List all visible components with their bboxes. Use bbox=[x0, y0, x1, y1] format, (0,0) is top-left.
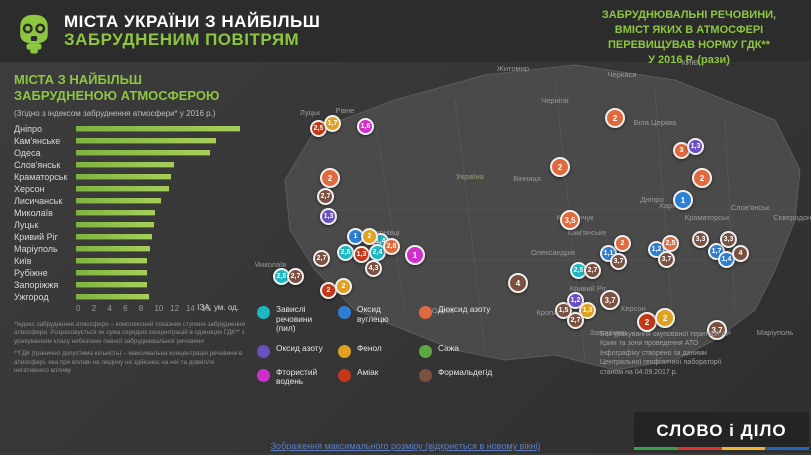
marker-left1[interactable]: 2 bbox=[320, 168, 340, 188]
axis-unit-label: ІЗА, ум. од. bbox=[197, 303, 239, 312]
footnote-2: **ГДК (граничнo допустима кількість) – м… bbox=[14, 350, 245, 376]
suspended-particles-icon bbox=[257, 306, 270, 319]
bar-row-2[interactable]: Одеса bbox=[14, 148, 245, 158]
bar-row-9[interactable]: Кривий Ріг bbox=[14, 232, 245, 242]
city-ranking-panel: МІСТА З НАЙБІЛЬШ ЗАБРУДНЕНОЮ АТМОСФЕРОЮ (… bbox=[0, 62, 255, 453]
marker-cherkasy[interactable]: 3,5 bbox=[560, 210, 580, 230]
marker-dnipro-bottom4[interactable]: 2 bbox=[335, 278, 352, 295]
bar-row-0[interactable]: Дніпро bbox=[14, 124, 245, 134]
infographic-root: МІСТА УКРАЇНИ З НАЙБІЛЬШ ЗАБРУДНЕНИМ ПОВ… bbox=[0, 0, 811, 453]
bar-row-10[interactable]: Маріуполь bbox=[14, 244, 245, 254]
bar-row-6[interactable]: Лисичанськ bbox=[14, 196, 245, 206]
legend-item-2: Діоксид азоту bbox=[419, 305, 514, 334]
axis-ticks-row: 0 2 4 6 8 10 12 14 16 ІЗА, ум. од. bbox=[76, 304, 245, 313]
bar-row-4[interactable]: Краматорськ bbox=[14, 172, 245, 182]
marker-rivne[interactable]: 1,6 bbox=[357, 118, 374, 135]
carbon-monoxide-icon bbox=[338, 306, 351, 319]
header-title-line1: МІСТА УКРАЇНИ З НАЙБІЛЬШ bbox=[64, 13, 320, 31]
ammonia-icon bbox=[338, 369, 351, 382]
panel-heading: МІСТА З НАЙБІЛЬШ ЗАБРУДНЕНОЮ АТМОСФЕРОЮ bbox=[14, 72, 245, 105]
marker-lysychansk[interactable]: 3,7 bbox=[600, 290, 620, 310]
bar-row-13[interactable]: Запоріжжя bbox=[14, 280, 245, 290]
marker-legend: Завислі речовини (пил) Оксид вуглецю Діо… bbox=[257, 305, 547, 455]
bar-row-8[interactable]: Луцьк bbox=[14, 220, 245, 230]
legend-item-4: Фенол bbox=[338, 344, 413, 358]
marker-mariupol2[interactable]: 2 bbox=[655, 308, 675, 328]
header-title-line2: ЗАБРУДНЕНИМ ПОВІТРЯМ bbox=[64, 31, 320, 49]
legend-item-1: Оксид вуглецю bbox=[338, 305, 413, 334]
marker-mykolaiv[interactable]: 4 bbox=[508, 273, 528, 293]
bar-row-11[interactable]: Київ bbox=[14, 256, 245, 266]
bar-row-14[interactable]: Ужгород bbox=[14, 292, 245, 302]
bar-row-12[interactable]: Рубіжне bbox=[14, 268, 245, 278]
panel-subheading: (Згідно з індексом забруднення атмосфери… bbox=[14, 109, 245, 118]
phenol-icon bbox=[338, 345, 351, 358]
nitrogen-dioxide-icon bbox=[419, 306, 432, 319]
legend-item-0: Завислі речовини (пил) bbox=[257, 305, 332, 334]
right-header-text: ЗАБРУДНЮВАЛЬНІ РЕЧОВИНИ, ВМІСТ ЯКИХ В АТМ… bbox=[573, 8, 805, 67]
bar-chart-list: Дніпро Кам'янське Одеса Слов'янськ Крама… bbox=[14, 124, 245, 302]
legend-item-6: Фтористий водень bbox=[257, 368, 332, 387]
marker-mariupol1[interactable]: 2 bbox=[637, 312, 657, 332]
map-disclaimer-text: Без урахування окупованої території АР К… bbox=[600, 330, 800, 377]
nitrogen-oxide-icon bbox=[257, 345, 270, 358]
hydrogen-fluoride-icon bbox=[257, 369, 270, 382]
image-size-caption-link[interactable]: Зображення максимального розміру (відкри… bbox=[0, 441, 811, 451]
formaldehyde-icon bbox=[419, 369, 432, 382]
legend-item-7: Аміак bbox=[338, 368, 413, 387]
marker-chernivtsi[interactable]: 1 bbox=[405, 245, 425, 265]
gas-mask-icon bbox=[14, 8, 54, 54]
soot-icon bbox=[419, 345, 432, 358]
legend-item-8: Формальдегід bbox=[419, 368, 514, 387]
legend-grid: Завислі речовини (пил) Оксид вуглецю Діо… bbox=[257, 305, 547, 387]
bar-row-5[interactable]: Херсон bbox=[14, 184, 245, 194]
marker-dnipro-extra[interactable]: 2,7 bbox=[317, 188, 334, 205]
legend-item-5: Сажа bbox=[419, 344, 514, 358]
bar-row-7[interactable]: Миколаїв bbox=[14, 208, 245, 218]
marker-kyiv2[interactable]: 2 bbox=[692, 168, 712, 188]
legend-item-3: Оксид азоту bbox=[257, 344, 332, 358]
footnote-1: *Індекс забруднення атмосфери – комплекс… bbox=[14, 321, 245, 347]
marker-kharkiv[interactable]: 1 bbox=[673, 190, 693, 210]
marker-left3[interactable]: 2,7 bbox=[313, 250, 330, 267]
marker-zhytomyr[interactable]: 2 bbox=[550, 157, 570, 177]
bar-row-1[interactable]: Кам'янське bbox=[14, 136, 245, 146]
marker-dnipro-bottom2[interactable]: 2,7 bbox=[287, 268, 304, 285]
marker-chernihiv[interactable]: 2 bbox=[605, 108, 625, 128]
header-title-group: МІСТА УКРАЇНИ З НАЙБІЛЬШ ЗАБРУДНЕНИМ ПОВ… bbox=[64, 13, 320, 49]
bar-row-3[interactable]: Слов'янськ bbox=[14, 160, 245, 170]
marker-left2[interactable]: 1,3 bbox=[320, 208, 337, 225]
